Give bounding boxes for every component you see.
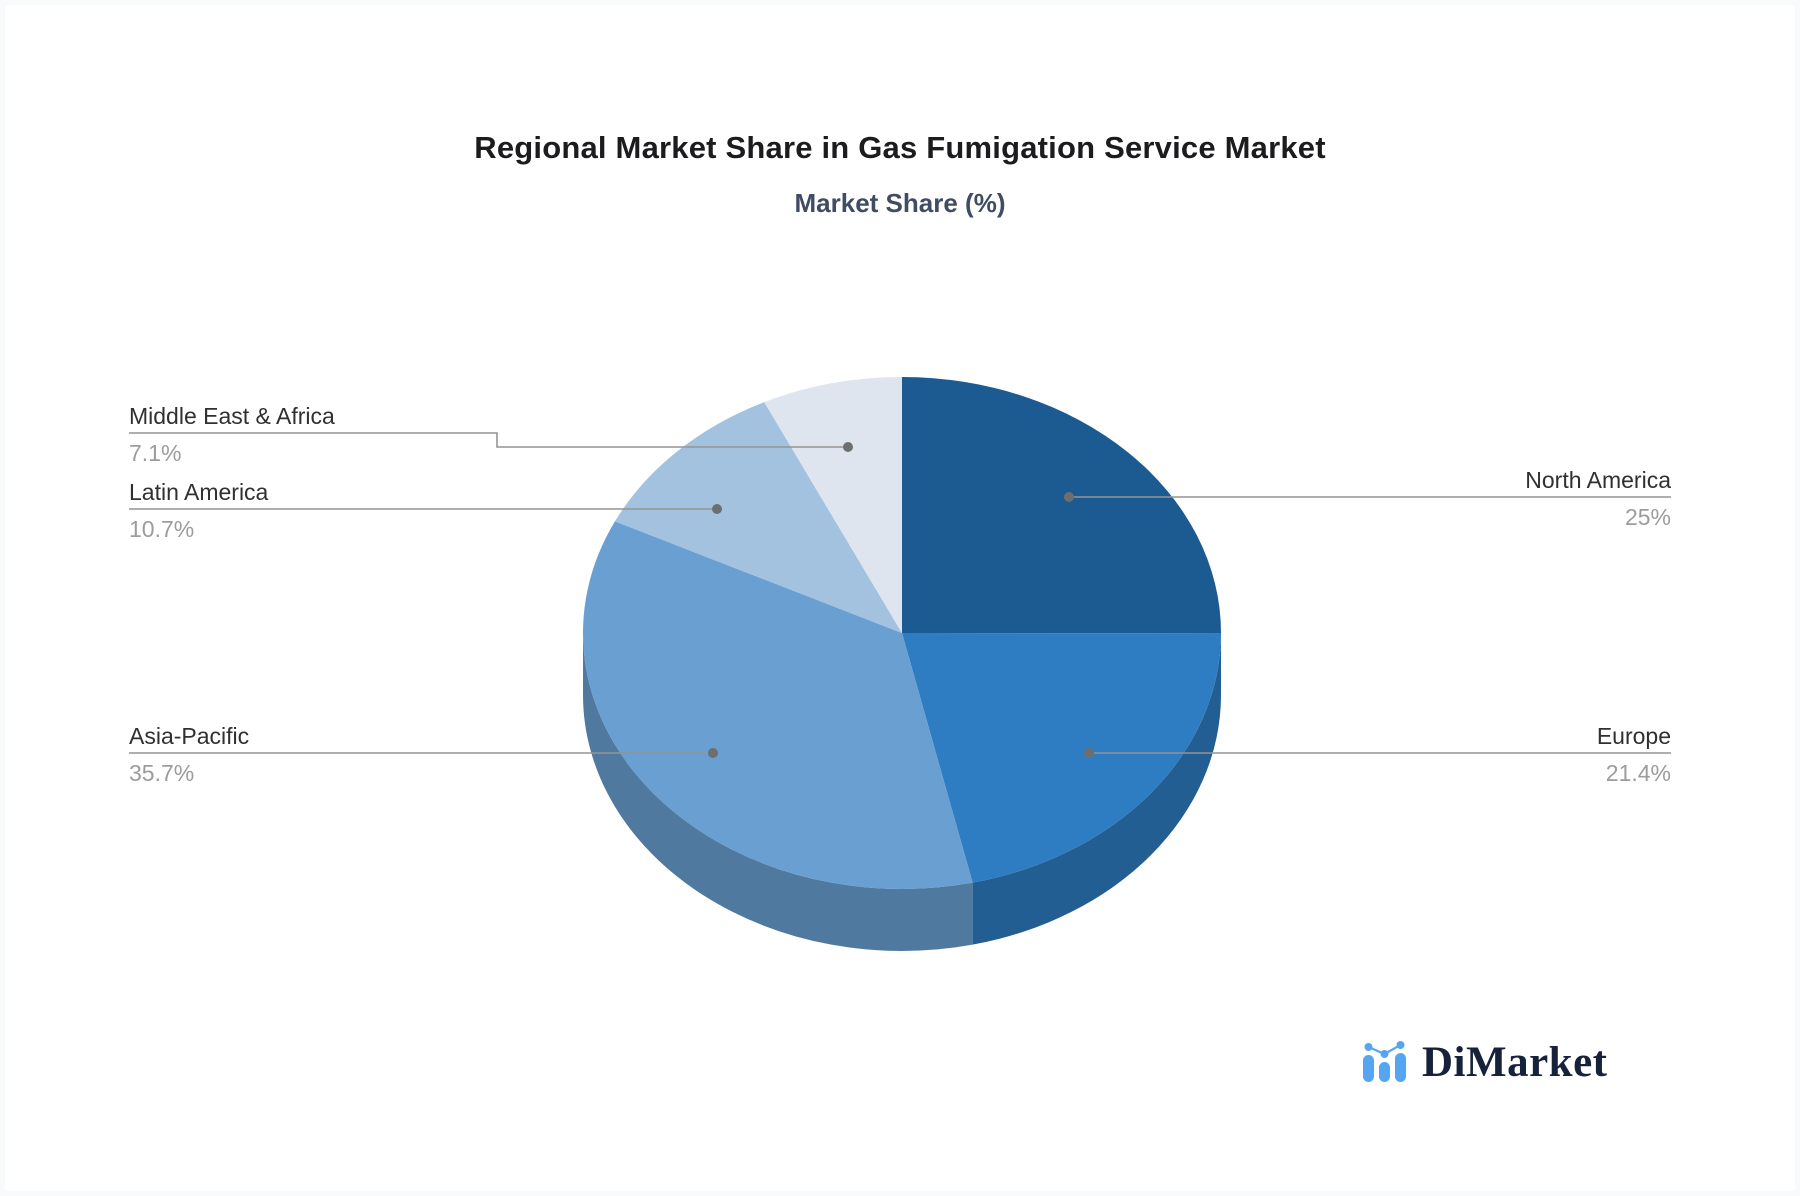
brand-logo-text: DiMarket xyxy=(1422,1039,1608,1086)
pie-slice-middle-east-africa[interactable] xyxy=(764,377,902,633)
pie-slice-north-america[interactable] xyxy=(902,377,1222,634)
leader-dot-latin-america xyxy=(712,504,722,514)
chart-subtitle: Market Share (%) xyxy=(794,188,1006,218)
slice-value-north-america: 25% xyxy=(1625,504,1671,530)
slice-value-europe: 21.4% xyxy=(1606,760,1671,786)
slice-value-asia-pacific: 35.7% xyxy=(129,760,194,786)
pie-slice-europe[interactable] xyxy=(902,633,1221,883)
leader-dot-middle-east-africa xyxy=(843,442,853,452)
slice-label-latin-america: Latin America xyxy=(129,479,269,505)
leader-dot-asia-pacific xyxy=(708,748,718,758)
slice-value-latin-america: 10.7% xyxy=(129,516,194,542)
leader-line-middle-east-africa xyxy=(129,432,848,448)
slice-label-europe: Europe xyxy=(1597,723,1671,749)
pie-slice-asia-pacific[interactable] xyxy=(582,521,973,890)
bar-chart-trend-icon xyxy=(1363,1041,1406,1082)
slice-label-asia-pacific: Asia-Pacific xyxy=(129,723,249,749)
pie-rim-europe xyxy=(972,633,1221,945)
slice-value-middle-east-africa: 7.1% xyxy=(129,440,181,466)
slice-label-north-america: North America xyxy=(1525,467,1671,493)
brand-logo: DiMarket xyxy=(1360,1040,1608,1084)
chart-title: Regional Market Share in Gas Fumigation … xyxy=(474,130,1326,165)
leader-dot-europe xyxy=(1084,748,1094,758)
pie-slice-latin-america[interactable] xyxy=(614,402,902,633)
leader-dot-north-america xyxy=(1064,492,1074,502)
slice-label-middle-east-africa: Middle East & Africa xyxy=(129,403,335,429)
pie-rim-asia-pacific xyxy=(583,633,973,952)
